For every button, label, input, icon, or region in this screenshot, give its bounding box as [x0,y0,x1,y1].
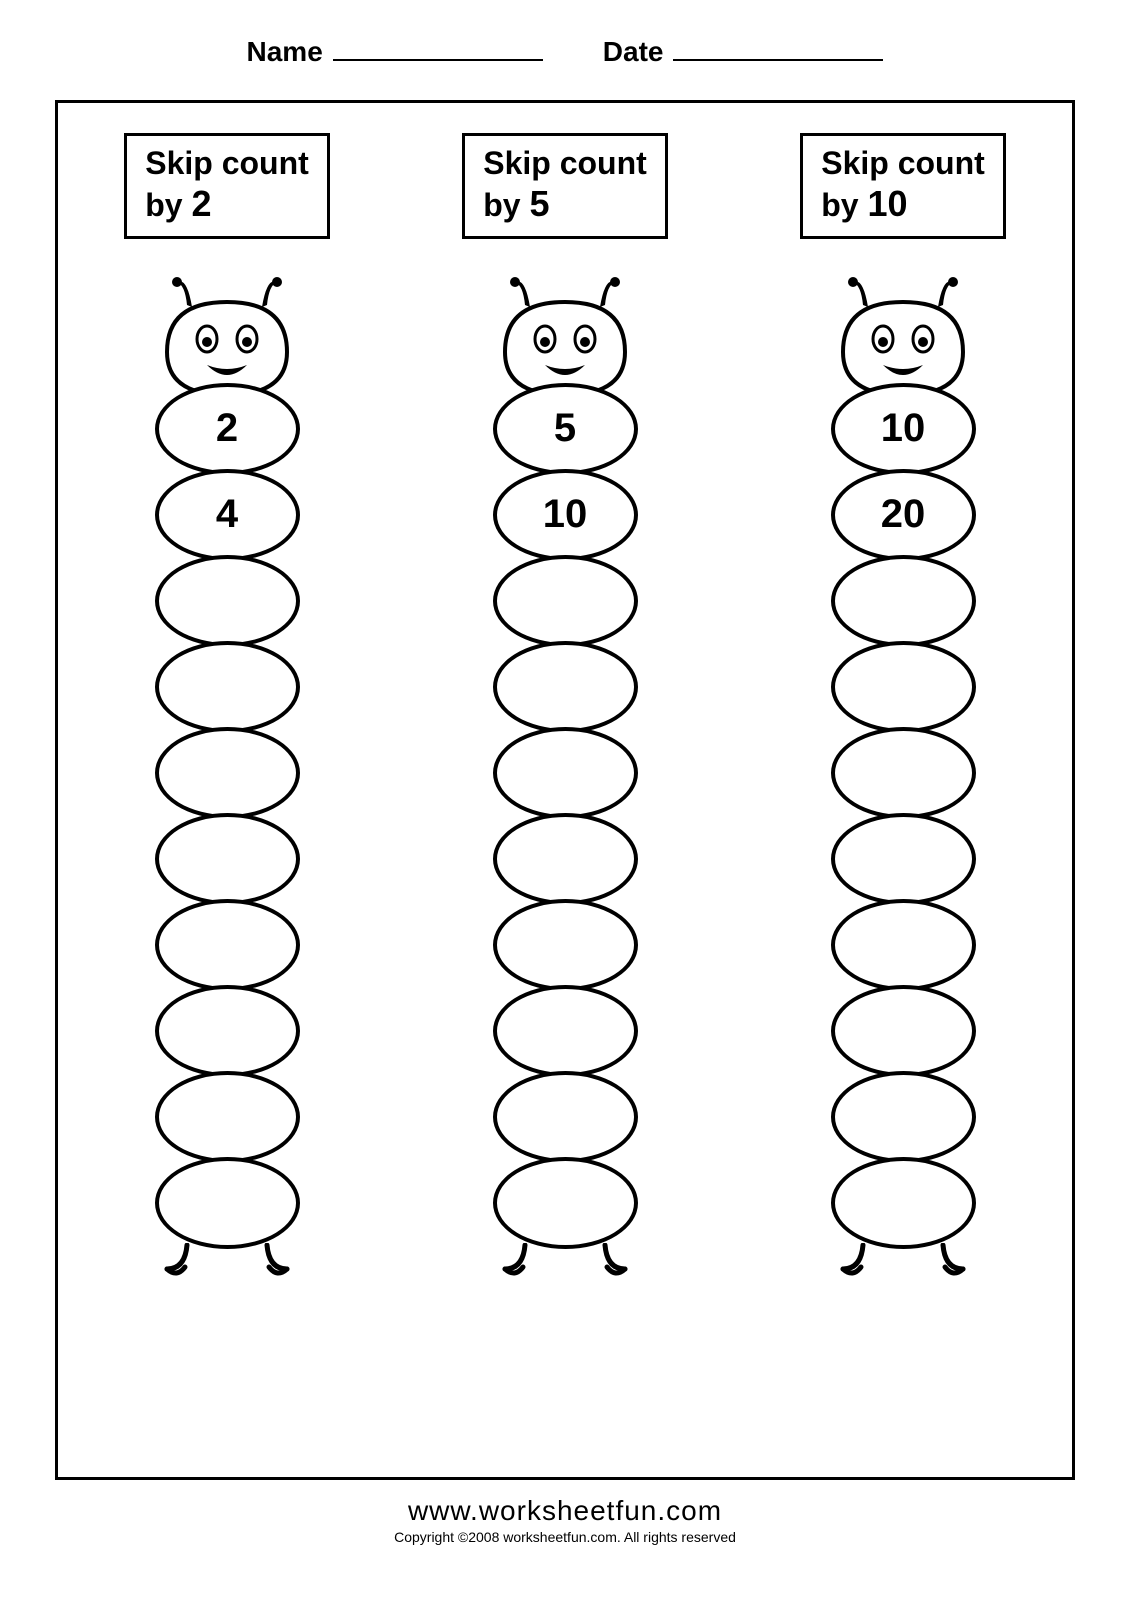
date-label: Date [603,36,664,68]
segment[interactable] [155,813,300,905]
footer-copyright: Copyright ©2008 worksheetfun.com. All ri… [0,1529,1130,1545]
column-by-5: Skip count by 5 5 10 [415,133,715,1477]
name-field: Name [247,35,543,68]
caterpillar-head-icon [475,267,655,397]
title-line2: by 10 [821,182,985,225]
caterpillar-feet-icon [137,1243,317,1283]
segment[interactable] [493,555,638,647]
title-line1: Skip count [483,144,647,182]
segment[interactable]: 4 [155,469,300,561]
caterpillar-feet-icon [475,1243,655,1283]
title-line1: Skip count [145,144,309,182]
segment[interactable] [493,727,638,819]
segment[interactable] [493,813,638,905]
segment[interactable] [831,555,976,647]
title-box-2: Skip count by 2 [124,133,330,239]
segment[interactable]: 2 [155,383,300,475]
segment[interactable]: 10 [493,469,638,561]
date-field: Date [603,35,884,68]
footer: www.worksheetfun.com Copyright ©2008 wor… [0,1495,1130,1545]
segments-10: 10 20 [831,389,976,1249]
column-by-10: Skip count by 10 10 20 [753,133,1053,1477]
segment[interactable] [831,727,976,819]
segment[interactable] [155,1157,300,1249]
segments-5: 5 10 [493,389,638,1249]
segment[interactable] [493,985,638,1077]
segment[interactable]: 20 [831,469,976,561]
column-by-2: Skip count by 2 2 4 [77,133,377,1477]
date-blank[interactable] [673,35,883,61]
caterpillar-feet-icon [813,1243,993,1283]
segment[interactable] [493,641,638,733]
segment[interactable] [831,641,976,733]
name-blank[interactable] [333,35,543,61]
segment[interactable] [155,727,300,819]
segments-2: 2 4 [155,389,300,1249]
segment[interactable] [155,641,300,733]
segment[interactable] [155,899,300,991]
segment[interactable] [831,1157,976,1249]
segment[interactable] [493,1071,638,1163]
segment[interactable]: 5 [493,383,638,475]
title-box-5: Skip count by 5 [462,133,668,239]
title-line2: by 2 [145,182,309,225]
name-label: Name [247,36,323,68]
caterpillar-head-icon [813,267,993,397]
segment[interactable] [493,1157,638,1249]
segment[interactable] [155,985,300,1077]
segment[interactable] [155,555,300,647]
segment[interactable] [493,899,638,991]
segment[interactable]: 10 [831,383,976,475]
title-line2: by 5 [483,182,647,225]
footer-url: www.worksheetfun.com [0,1495,1130,1527]
segment[interactable] [831,813,976,905]
segment[interactable] [831,1071,976,1163]
title-line1: Skip count [821,144,985,182]
header-line: Name Date [0,35,1130,68]
worksheet-frame: Skip count by 2 2 4 [55,100,1075,1480]
title-box-10: Skip count by 10 [800,133,1006,239]
segment[interactable] [831,899,976,991]
caterpillar-head-icon [137,267,317,397]
segment[interactable] [831,985,976,1077]
segment[interactable] [155,1071,300,1163]
